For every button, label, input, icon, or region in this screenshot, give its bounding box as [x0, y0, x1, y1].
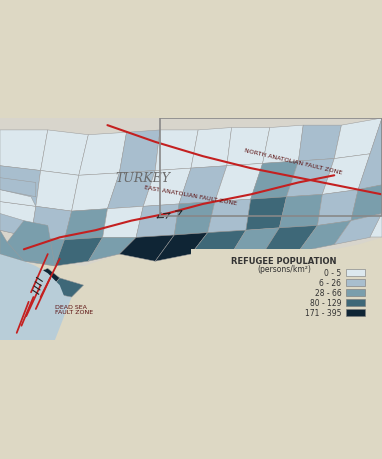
Polygon shape [227, 128, 270, 166]
Polygon shape [334, 214, 382, 245]
Polygon shape [208, 200, 251, 233]
Polygon shape [31, 207, 72, 240]
Polygon shape [263, 126, 303, 164]
Polygon shape [286, 159, 334, 197]
Polygon shape [24, 269, 60, 293]
Bar [346, 299, 365, 306]
Text: 0 - 5: 0 - 5 [324, 268, 342, 277]
Polygon shape [334, 119, 382, 159]
Polygon shape [0, 254, 65, 309]
Bar [346, 279, 365, 286]
Polygon shape [0, 254, 72, 340]
Text: REFUGEE POPULATION: REFUGEE POPULATION [231, 257, 337, 266]
Polygon shape [119, 235, 174, 262]
Polygon shape [0, 119, 382, 269]
Polygon shape [298, 126, 342, 162]
Polygon shape [263, 226, 317, 254]
FancyBboxPatch shape [191, 250, 377, 338]
Bar [160, 119, 382, 217]
Polygon shape [65, 209, 107, 240]
Polygon shape [143, 169, 191, 207]
Polygon shape [55, 238, 103, 266]
Polygon shape [7, 221, 55, 266]
Polygon shape [0, 166, 40, 207]
Polygon shape [0, 238, 382, 340]
Polygon shape [179, 166, 227, 205]
Bar [346, 269, 365, 276]
Text: DEAD SEA
FAULT ZONE: DEAD SEA FAULT ZONE [55, 304, 93, 315]
Polygon shape [0, 254, 36, 285]
Polygon shape [279, 195, 322, 228]
Text: 6 - 26: 6 - 26 [319, 278, 342, 287]
Polygon shape [174, 202, 215, 235]
Polygon shape [317, 190, 358, 226]
Polygon shape [48, 278, 84, 297]
Polygon shape [0, 231, 65, 266]
Text: SYRIA: SYRIA [266, 291, 307, 304]
Text: (persons/km²): (persons/km²) [257, 264, 311, 273]
Text: EAST ANATOLIAN FAULT ZONE: EAST ANATOLIAN FAULT ZONE [144, 185, 238, 206]
Polygon shape [191, 128, 231, 169]
Polygon shape [215, 164, 263, 202]
Polygon shape [136, 205, 179, 238]
Polygon shape [0, 214, 31, 238]
Polygon shape [155, 233, 208, 262]
Polygon shape [191, 231, 246, 262]
Polygon shape [155, 131, 198, 171]
Polygon shape [0, 190, 36, 207]
Text: 28 - 66: 28 - 66 [315, 288, 342, 297]
Polygon shape [119, 131, 160, 174]
Polygon shape [358, 119, 382, 190]
Polygon shape [88, 238, 136, 262]
Polygon shape [79, 133, 126, 176]
Text: 80 - 129: 80 - 129 [310, 298, 342, 307]
Polygon shape [36, 171, 79, 212]
Polygon shape [246, 197, 286, 231]
Polygon shape [103, 207, 143, 238]
Text: TURKEY: TURKEY [116, 172, 171, 185]
Polygon shape [370, 214, 382, 238]
Bar [346, 289, 365, 296]
Polygon shape [0, 131, 48, 171]
Text: NORTH ANATOLIAN FAULT ZONE: NORTH ANATOLIAN FAULT ZONE [244, 148, 343, 175]
Text: 171 - 395: 171 - 395 [305, 308, 342, 317]
Polygon shape [40, 131, 88, 176]
Polygon shape [351, 185, 382, 221]
Polygon shape [0, 262, 36, 293]
Polygon shape [322, 155, 370, 195]
Polygon shape [0, 202, 36, 238]
Polygon shape [107, 171, 155, 209]
Polygon shape [227, 228, 279, 262]
Polygon shape [0, 178, 36, 197]
Polygon shape [251, 162, 298, 200]
Bar [346, 309, 365, 316]
Polygon shape [72, 174, 119, 212]
Polygon shape [298, 221, 351, 252]
